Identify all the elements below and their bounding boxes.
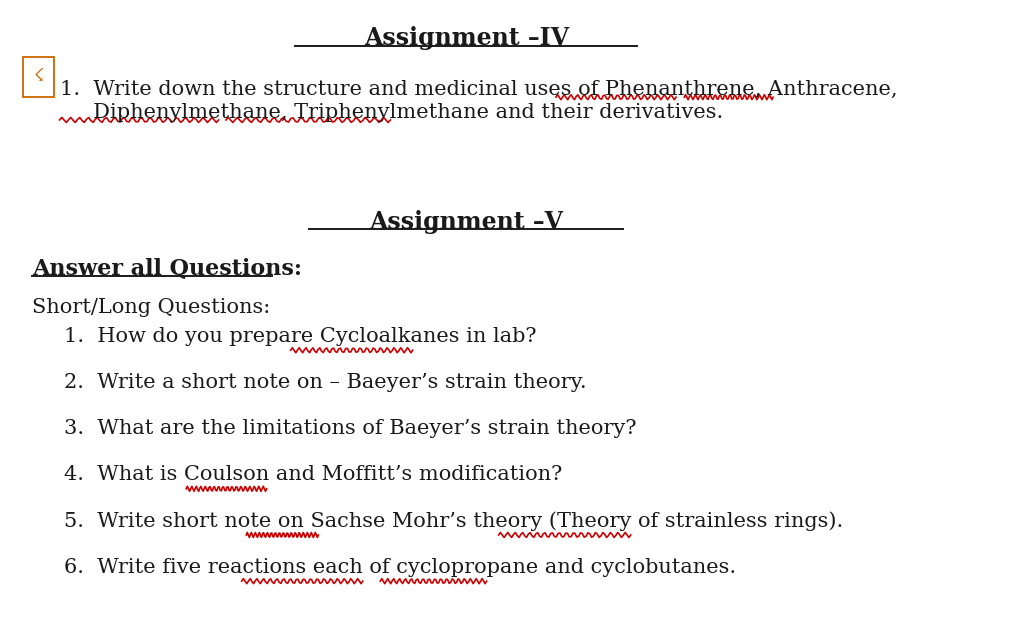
FancyBboxPatch shape bbox=[23, 56, 54, 97]
Text: Answer all Questions:: Answer all Questions: bbox=[32, 257, 302, 279]
Text: ☇: ☇ bbox=[33, 67, 43, 85]
Text: Diphenylmethane, Triphenylmethane and their derivatives.: Diphenylmethane, Triphenylmethane and th… bbox=[59, 103, 723, 122]
Text: Short/Long Questions:: Short/Long Questions: bbox=[32, 298, 270, 317]
Text: Assignment –IV: Assignment –IV bbox=[364, 26, 568, 50]
Text: Assignment –V: Assignment –V bbox=[370, 210, 563, 234]
Text: 1.  How do you prepare Cycloalkanes in lab?: 1. How do you prepare Cycloalkanes in la… bbox=[65, 327, 537, 346]
Text: 3.  What are the limitations of Baeyer’s strain theory?: 3. What are the limitations of Baeyer’s … bbox=[65, 419, 637, 438]
Text: 5.  Write short note on Sachse Mohr’s theory (Theory of strainless rings).: 5. Write short note on Sachse Mohr’s the… bbox=[65, 512, 844, 531]
Text: 6.  Write five reactions each of cyclopropane and cyclobutanes.: 6. Write five reactions each of cyclopro… bbox=[65, 558, 736, 577]
Text: 4.  What is Coulson and Moffitt’s modification?: 4. What is Coulson and Moffitt’s modific… bbox=[65, 465, 562, 485]
Text: 1.  Write down the structure and medicinal uses of Phenanthrene, Anthracene,: 1. Write down the structure and medicina… bbox=[59, 80, 897, 99]
Text: 2.  Write a short note on – Baeyer’s strain theory.: 2. Write a short note on – Baeyer’s stra… bbox=[65, 373, 587, 392]
